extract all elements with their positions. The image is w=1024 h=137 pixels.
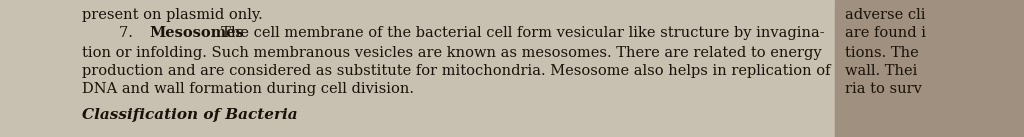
Bar [835,0,1024,137]
Text: adverse cli: adverse cli [845,8,926,22]
Text: present on plasmid only.: present on plasmid only. [82,8,263,22]
Text: : The cell membrane of the bacterial cell form vesicular like structure by invag: : The cell membrane of the bacterial cel… [207,26,824,40]
Text: ria to surv: ria to surv [845,82,922,96]
Text: DNA and wall formation during cell division.: DNA and wall formation during cell divis… [82,82,414,96]
Text: 7.: 7. [82,26,137,40]
Text: Classification of Bacteria: Classification of Bacteria [82,108,298,122]
Text: production and are considered as substitute for mitochondria. Mesosome also help: production and are considered as substit… [82,64,830,78]
Text: Mesosomes: Mesosomes [150,26,244,40]
Text: tion or infolding. Such membranous vesicles are known as mesosomes. There are re: tion or infolding. Such membranous vesic… [82,46,821,60]
Text: wall. Thei: wall. Thei [845,64,918,78]
Text: tions. The: tions. The [845,46,919,60]
Text: are found i: are found i [845,26,926,40]
